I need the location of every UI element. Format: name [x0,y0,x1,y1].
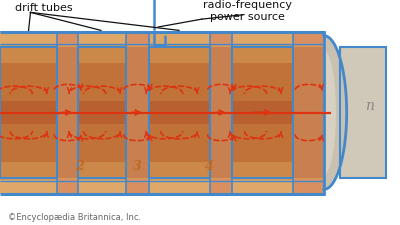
Bar [78,162,126,178]
Text: drift tubes: drift tubes [15,3,73,13]
Bar [148,162,210,178]
Bar [210,32,232,46]
Text: n: n [365,99,374,113]
Bar [57,32,78,46]
Bar [0,47,57,178]
Bar [78,47,126,178]
Bar [232,47,293,178]
Bar [148,101,210,124]
Bar [0,180,324,194]
Polygon shape [324,47,335,178]
Bar [232,101,293,124]
Bar [0,164,324,194]
Bar [293,179,324,194]
Text: 3: 3 [133,160,142,173]
Bar [0,47,57,178]
Bar [78,101,126,124]
Bar [232,162,293,178]
Bar [0,32,324,45]
Polygon shape [324,32,347,194]
Bar [126,32,148,46]
Bar [293,47,324,178]
Bar [340,47,386,178]
Bar [57,47,78,178]
Bar [210,179,232,194]
Text: 2: 2 [75,160,84,173]
Bar [57,179,78,194]
Bar [340,47,386,178]
Bar [78,47,126,63]
Text: 4: 4 [205,160,214,173]
Text: ©Encyclopædia Britannica, Inc.: ©Encyclopædia Britannica, Inc. [8,213,141,222]
Bar [126,47,148,178]
Bar [148,47,210,63]
Bar [232,47,293,178]
Bar [0,101,57,124]
Text: radio-frequency
power source: radio-frequency power source [203,0,292,22]
Bar [148,47,210,178]
Bar [126,179,148,194]
Bar [232,47,293,63]
Bar [0,32,324,61]
Bar [210,47,232,178]
Bar [0,162,57,178]
Bar [0,47,57,63]
Bar [293,32,324,46]
Bar [78,47,126,178]
Bar [148,47,210,178]
Bar [0,32,324,194]
